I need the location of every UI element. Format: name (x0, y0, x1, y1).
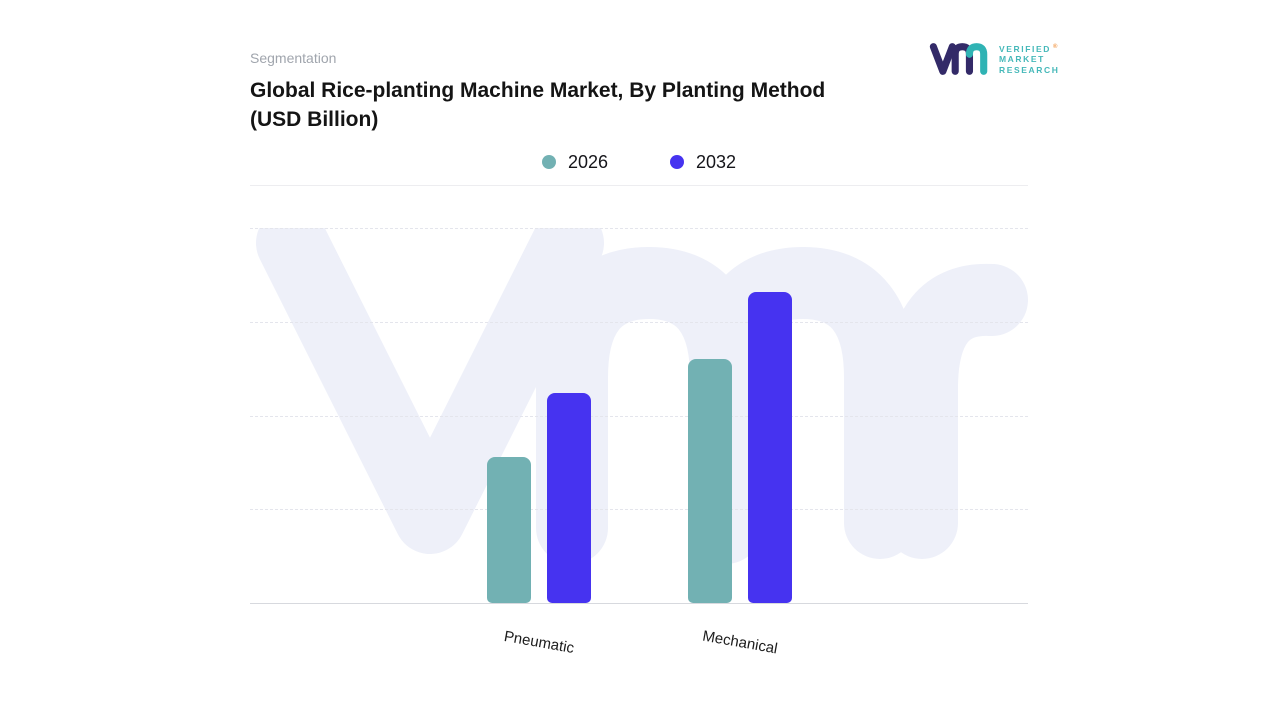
vmr-watermark-icon (256, 228, 1028, 564)
legend-dot-icon (541, 155, 556, 169)
vmr-monogram-icon (929, 43, 988, 75)
bar-pneumatic-2026 (487, 457, 531, 603)
legend-item-2032: 2032 (670, 152, 736, 173)
chart-title: Global Rice-planting Machine Market, By … (250, 76, 950, 134)
segmentation-label: Segmentation (250, 50, 337, 66)
bar-pneumatic-2032 (547, 393, 591, 603)
chart-title-line1: Global Rice-planting Machine Market, By … (250, 79, 826, 102)
legend-label: 2032 (696, 151, 737, 172)
vmr-logo-text: VERIFIED ® MARKET RESEARCH (999, 42, 1060, 77)
header-divider (250, 185, 1028, 186)
legend: 2026 2032 (250, 148, 1028, 176)
logo-line-research: RESEARCH (999, 65, 1060, 76)
gridline (250, 509, 1028, 511)
logo-line-market: MARKET (999, 54, 1045, 65)
bar-mechanical-2026 (688, 359, 732, 603)
registered-mark: ® (1053, 43, 1060, 50)
x-axis-line (250, 603, 1028, 604)
plot-area (250, 228, 1028, 604)
logo-line-verified: VERIFIED (999, 43, 1052, 54)
bar-mechanical-2032 (748, 292, 792, 603)
chart-title-line2: (USD Billion) (250, 108, 379, 131)
gridline (250, 321, 1028, 323)
gridline (250, 415, 1028, 417)
x-axis-label-pneumatic: Pneumatic (502, 627, 576, 658)
x-axis-label-mechanical: Mechanical (701, 627, 779, 658)
vmr-logo: VERIFIED ® MARKET RESEARCH (928, 40, 1060, 78)
legend-dot-icon (670, 155, 684, 169)
legend-item-2026: 2026 (541, 151, 608, 173)
gridline (250, 228, 1028, 229)
legend-label: 2026 (567, 151, 608, 172)
